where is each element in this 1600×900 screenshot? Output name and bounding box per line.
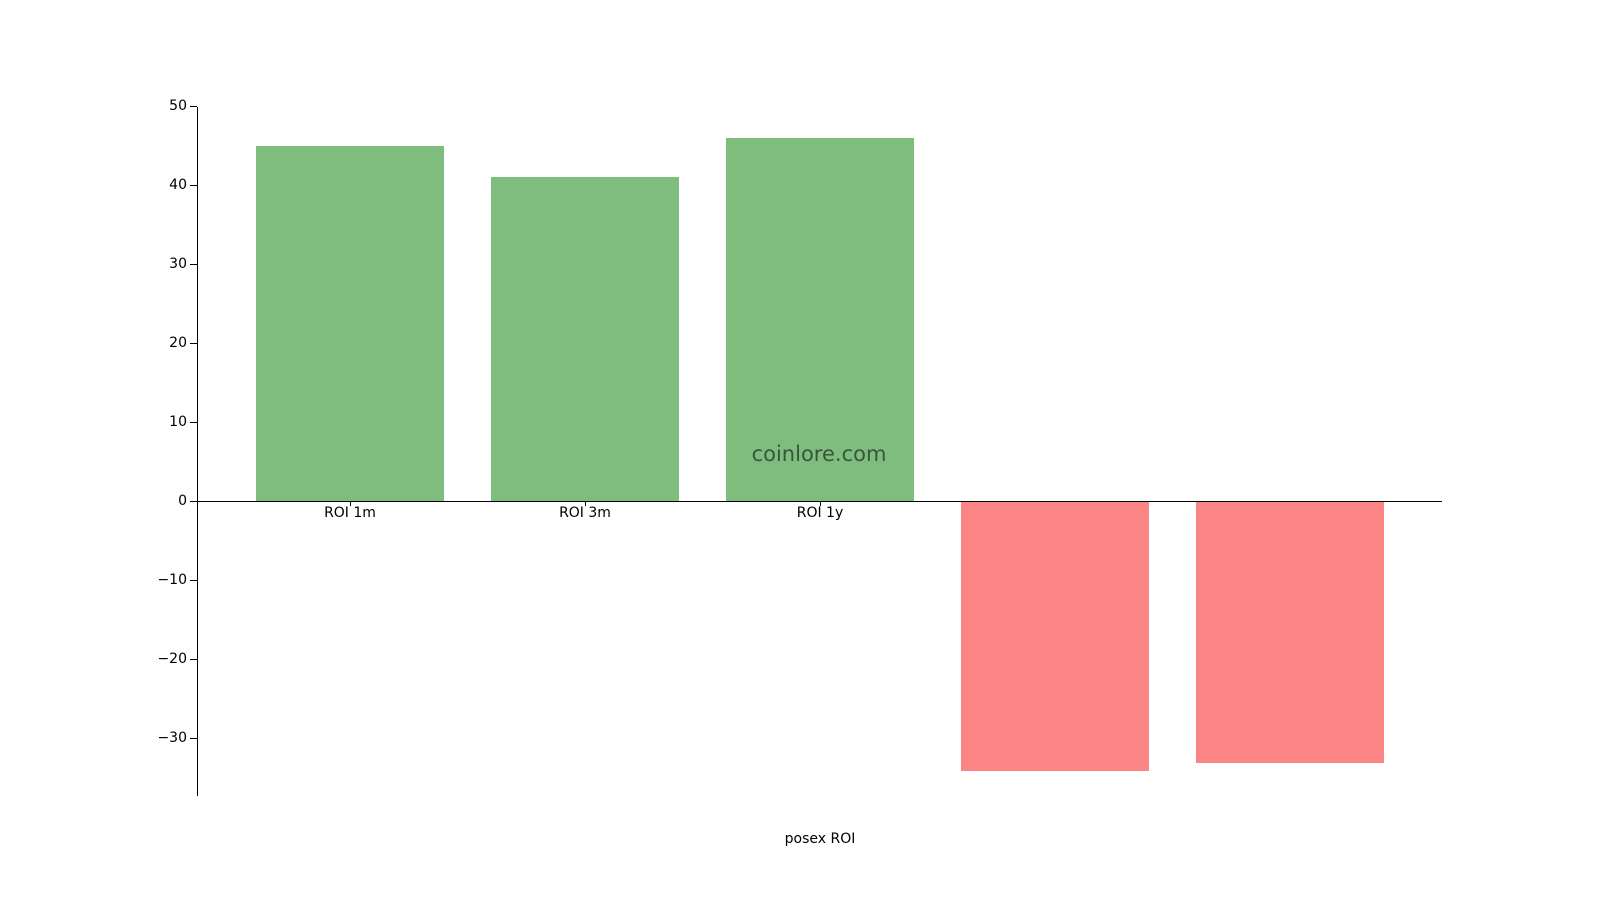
y-tick-label-50: 50 (169, 98, 187, 114)
bar-roi-1m (256, 145, 444, 501)
x-tick-label-roi-1m: ROI 1m (324, 505, 376, 521)
watermark-text: coinlore.com (751, 442, 887, 466)
y-tick-label--20: −20 (157, 651, 187, 667)
x-tick-mark-3 (820, 501, 821, 506)
y-tick-mark-20 (190, 342, 197, 344)
y-tick-label-20: 20 (169, 335, 187, 351)
x-axis-title: posex ROI (784, 831, 856, 847)
bar-unlabeled-5 (1196, 502, 1384, 763)
y-tick-mark--20 (190, 658, 197, 660)
y-tick-mark-30 (190, 263, 197, 265)
bar-roi-1y (726, 137, 914, 501)
y-tick-label-10: 10 (169, 414, 187, 430)
bar-roi-3m (491, 177, 679, 501)
y-tick-label--30: −30 (157, 730, 187, 746)
y-axis-spine (197, 107, 198, 796)
y-tick-mark--30 (190, 737, 197, 739)
y-tick-label--10: −10 (157, 572, 187, 588)
y-tick-mark-0 (190, 500, 197, 502)
x-axis-zero-line (197, 501, 1442, 502)
y-tick-label-0: 0 (178, 493, 187, 509)
y-tick-mark-10 (190, 421, 197, 423)
y-tick-mark-40 (190, 184, 197, 186)
x-tick-label-roi-3m: ROI 3m (559, 505, 611, 521)
y-tick-label-40: 40 (169, 177, 187, 193)
x-tick-mark-2 (585, 501, 586, 506)
x-tick-mark-1 (350, 501, 351, 506)
y-tick-mark--10 (190, 579, 197, 581)
y-tick-mark-50 (190, 105, 197, 107)
x-tick-label-roi-1y: ROI 1y (796, 505, 844, 521)
bar-unlabeled-4 (961, 502, 1149, 771)
y-tick-label-30: 30 (169, 256, 187, 272)
